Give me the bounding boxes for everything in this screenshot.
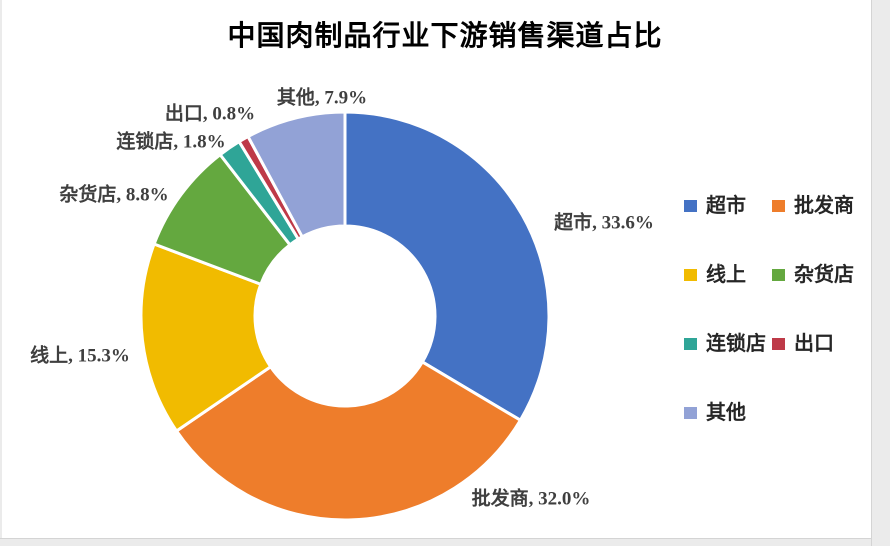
slice-label-6: 出口, 0.8% xyxy=(164,103,256,125)
legend-label: 批发商 xyxy=(794,195,854,217)
legend-item-6: 出口 xyxy=(772,332,854,401)
slice-label-5: 连锁店, 1.8% xyxy=(116,131,226,153)
legend-label: 杂货店 xyxy=(794,264,854,286)
legend-swatch-icon xyxy=(684,269,697,281)
legend-item-2: 批发商 xyxy=(772,194,854,263)
pie-slice-7 xyxy=(245,110,347,239)
chart-title: 中国肉制品行业下游销售渠道占比 xyxy=(227,21,663,52)
legend-swatch-icon xyxy=(684,407,697,419)
legend: 超市 批发商线上 杂货店连锁店 出口其他 xyxy=(684,194,854,470)
legend-swatch-icon xyxy=(684,200,697,212)
pie-slice-2 xyxy=(174,359,523,522)
legend-item-5: 连锁店 xyxy=(684,332,772,401)
legend-item-4: 杂货店 xyxy=(772,263,854,332)
slice-label-2: 批发商, 32.0% xyxy=(471,488,591,510)
legend-item-7: 其他 xyxy=(684,401,772,470)
slice-label-7: 其他, 7.9% xyxy=(276,87,368,109)
legend-swatch-icon xyxy=(772,338,785,350)
legend-item-1: 超市 xyxy=(684,194,772,263)
legend-label: 其他 xyxy=(706,402,746,424)
legend-swatch-icon xyxy=(684,338,697,350)
legend-label: 连锁店 xyxy=(706,333,766,355)
legend-label: 出口 xyxy=(794,333,834,355)
slice-label-4: 杂货店, 8.8% xyxy=(59,184,169,206)
legend-swatch-icon xyxy=(772,269,785,281)
legend-item-3: 线上 xyxy=(684,263,772,332)
pie-slice-1 xyxy=(343,110,551,423)
legend-swatch-icon xyxy=(772,200,785,212)
legend-label: 线上 xyxy=(706,264,746,286)
slice-label-3: 线上, 15.3% xyxy=(30,345,130,367)
pie-slice-3 xyxy=(139,242,273,434)
slice-label-1: 超市, 33.6% xyxy=(554,212,654,234)
window-edge-right xyxy=(871,0,890,546)
legend-label: 超市 xyxy=(706,195,746,217)
window-edge-bottom xyxy=(0,538,871,546)
